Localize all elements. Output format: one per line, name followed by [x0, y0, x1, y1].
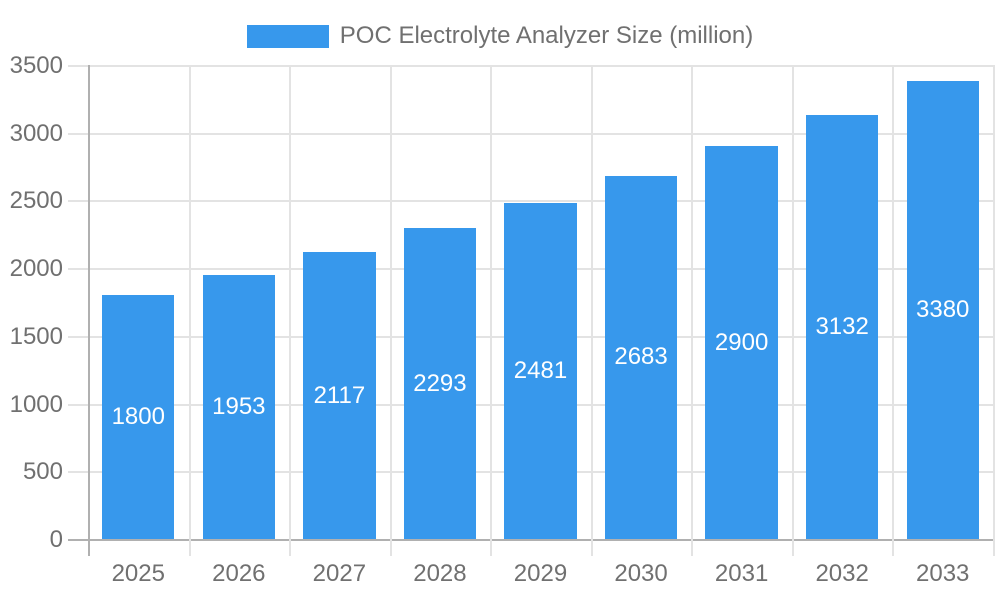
- v-gridline: [289, 65, 292, 556]
- h-gridline: [68, 65, 993, 67]
- chart-legend: POC Electrolyte Analyzer Size (million): [0, 22, 1000, 49]
- v-gridline: [993, 65, 995, 556]
- v-gridline: [892, 65, 895, 556]
- bar: 2900: [705, 146, 778, 539]
- bar-value-label: 2117: [313, 381, 366, 409]
- bar-value-label: 2293: [413, 369, 467, 397]
- v-gridline: [791, 65, 794, 556]
- v-gridline: [188, 65, 191, 556]
- h-gridline: [68, 132, 993, 135]
- bar-value-label: 3380: [916, 296, 970, 324]
- x-axis-tick-label: 2026: [212, 560, 266, 587]
- bar: 2683: [604, 175, 678, 539]
- x-axis-tick-label: 2033: [916, 560, 970, 587]
- y-axis-tick-label: 2500: [9, 187, 63, 215]
- v-gridline: [490, 65, 493, 556]
- bar: 1953: [202, 274, 276, 539]
- bar-value-label: 2683: [614, 343, 668, 371]
- legend-swatch-icon: [246, 24, 329, 48]
- bar: 2117: [303, 252, 376, 539]
- x-axis-tick-label: 2027: [312, 560, 367, 587]
- bar: 3132: [805, 114, 879, 539]
- bar-value-label: 1800: [111, 403, 165, 431]
- y-axis-tick-label: 500: [22, 458, 63, 486]
- v-gridline: [590, 65, 593, 556]
- y-axis-tick-label: 1000: [9, 390, 63, 418]
- y-axis-tick-label: 1500: [9, 322, 63, 350]
- x-axis-line: [68, 539, 993, 541]
- bar-value-label: 1953: [212, 392, 266, 420]
- y-axis-tick-label: 3500: [9, 52, 63, 79]
- x-axis-tick-label: 2029: [513, 560, 568, 587]
- x-axis-tick-label: 2030: [614, 560, 668, 587]
- v-gridline: [691, 65, 694, 556]
- legend-label: POC Electrolyte Analyzer Size (million): [339, 22, 754, 49]
- bar-value-label: 3132: [815, 312, 869, 340]
- bar: 2293: [403, 228, 477, 539]
- bar: 2481: [504, 203, 577, 539]
- y-axis-tick-label: 3000: [9, 119, 63, 147]
- x-axis-tick-label: 2028: [413, 560, 467, 587]
- v-gridline: [389, 65, 392, 556]
- y-axis-line: [88, 65, 90, 556]
- x-axis-tick-label: 2032: [815, 560, 869, 587]
- bar-value-label: 2900: [714, 328, 769, 356]
- bar: 3380: [906, 81, 979, 539]
- x-axis-tick-label: 2031: [714, 560, 769, 587]
- h-gridline: [68, 200, 993, 203]
- y-axis-tick-label: 0: [49, 526, 63, 553]
- y-axis-tick-label: 2000: [9, 255, 63, 283]
- bar-value-label: 2481: [513, 356, 568, 384]
- bar: 1800: [102, 295, 175, 539]
- x-axis-tick-label: 2025: [111, 560, 165, 587]
